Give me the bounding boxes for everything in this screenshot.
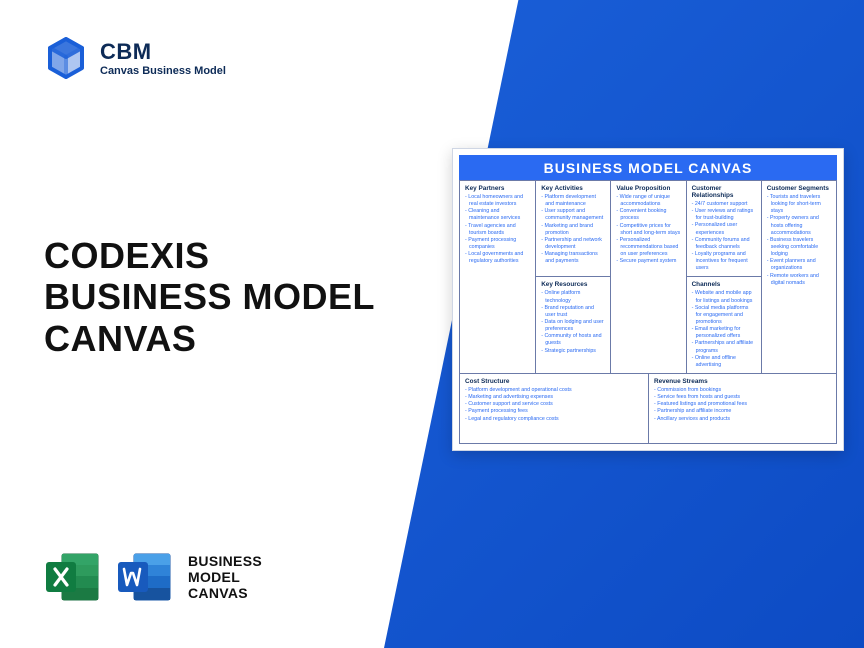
list-item: Property owners and hosts offering accom…: [767, 215, 831, 236]
list-item: Event planners and organizations: [767, 258, 831, 272]
footer-text: BUSINESS MODEL CANVAS: [188, 553, 262, 601]
cell-key-resources: Key Resources Online platform technology…: [535, 276, 610, 372]
list-item: Travel agencies and tourism boards: [465, 223, 530, 237]
list-item: Platform development and maintenance: [541, 194, 605, 208]
list-item: Cleaning and maintenance services: [465, 208, 530, 222]
label-key-partners: Key Partners: [465, 185, 530, 192]
logo-icon: [44, 36, 88, 80]
list-item: Wide range of unique accommodations: [616, 194, 680, 208]
list-item: Community of hosts and guests: [541, 333, 605, 347]
list-value-proposition: Wide range of unique accommodationsConve…: [616, 194, 680, 265]
canvas-title: BUSINESS MODEL CANVAS: [459, 155, 837, 180]
cell-key-activities: Key Activities Platform development and …: [535, 180, 610, 276]
footer-line-1: BUSINESS: [188, 553, 262, 569]
col-activities-resources: Key Activities Platform development and …: [535, 180, 610, 373]
canvas-card: BUSINESS MODEL CANVAS Key Partners Local…: [452, 148, 844, 451]
list-item: Service fees from hosts and guests: [654, 394, 831, 401]
list-item: Payment processing fees: [465, 408, 643, 415]
list-revenue-streams: Commission from bookingsService fees fro…: [654, 387, 831, 423]
list-item: Commission from bookings: [654, 387, 831, 394]
cell-customer-segments: Customer Segments Tourists and travelers…: [761, 180, 836, 373]
label-revenue-streams: Revenue Streams: [654, 378, 831, 385]
list-item: Personalized user experiences: [692, 222, 756, 236]
logo-block: CBM Canvas Business Model: [44, 36, 226, 80]
cell-value-proposition: Value Proposition Wide range of unique a…: [610, 180, 685, 373]
label-cost-structure: Cost Structure: [465, 378, 643, 385]
logo-brand: CBM: [100, 39, 226, 65]
word-icon: [116, 548, 174, 606]
heading-line-1: CODEXIS: [44, 235, 210, 276]
list-item: Featured listings and promotional fees: [654, 401, 831, 408]
list-item: Customer support and service costs: [465, 401, 643, 408]
label-customer-relationships: Customer Relationships: [692, 185, 756, 199]
list-item: Remote workers and digital nomads: [767, 273, 831, 287]
logo-tagline: Canvas Business Model: [100, 65, 226, 77]
logo-text: CBM Canvas Business Model: [100, 39, 226, 77]
list-item: Email marketing for personalized offers: [692, 326, 756, 340]
list-item: Brand reputation and user trust: [541, 305, 605, 319]
list-item: Partnerships and affiliate programs: [692, 340, 756, 354]
heading-line-2: BUSINESS MODEL: [44, 276, 375, 317]
list-item: Secure payment system: [616, 258, 680, 265]
list-item: Social media platforms for engagement an…: [692, 305, 756, 326]
list-customer-relationships: 24/7 customer supportUser reviews and ra…: [692, 201, 756, 272]
cell-revenue-streams: Revenue Streams Commission from bookings…: [648, 373, 836, 443]
list-item: Ancillary services and products: [654, 416, 831, 423]
list-item: Community forums and feedback channels: [692, 237, 756, 251]
list-item: Loyalty programs and incentives for freq…: [692, 251, 756, 272]
list-item: User support and community management: [541, 208, 605, 222]
label-key-resources: Key Resources: [541, 281, 605, 288]
list-item: Partnership and affiliate income: [654, 408, 831, 415]
canvas-grid: Key Partners Local homeowners and real e…: [459, 180, 837, 444]
label-key-activities: Key Activities: [541, 185, 605, 192]
main-heading: CODEXIS BUSINESS MODEL CANVAS: [44, 235, 375, 359]
list-item: Online platform technology: [541, 290, 605, 304]
list-key-resources: Online platform technologyBrand reputati…: [541, 290, 605, 354]
list-channels: Website and mobile app for listings and …: [692, 290, 756, 369]
list-item: Platform development and operational cos…: [465, 387, 643, 394]
label-value-proposition: Value Proposition: [616, 185, 680, 192]
list-item: Partnership and network development: [541, 237, 605, 251]
list-item: Website and mobile app for listings and …: [692, 290, 756, 304]
list-item: Convenient booking process: [616, 208, 680, 222]
list-item: Online and offline advertising: [692, 355, 756, 369]
cell-key-partners: Key Partners Local homeowners and real e…: [460, 180, 535, 373]
footer-line-3: CANVAS: [188, 585, 262, 601]
list-item: User reviews and ratings for trust-build…: [692, 208, 756, 222]
list-item: Marketing and advertising expenses: [465, 394, 643, 401]
list-item: Legal and regulatory compliance costs: [465, 416, 643, 423]
footer-block: BUSINESS MODEL CANVAS: [44, 548, 262, 606]
cell-customer-relationships: Customer Relationships 24/7 customer sup…: [686, 180, 761, 276]
list-item: Payment processing companies: [465, 237, 530, 251]
heading-line-3: CANVAS: [44, 318, 196, 359]
list-item: Tourists and travelers looking for short…: [767, 194, 831, 215]
list-key-partners: Local homeowners and real estate investo…: [465, 194, 530, 265]
list-item: Marketing and brand promotion: [541, 223, 605, 237]
list-item: Business travelers seeking comfortable l…: [767, 237, 831, 258]
list-item: Strategic partnerships: [541, 348, 605, 355]
footer-line-2: MODEL: [188, 569, 262, 585]
list-item: Local homeowners and real estate investo…: [465, 194, 530, 208]
col-relationships-channels: Customer Relationships 24/7 customer sup…: [686, 180, 761, 373]
list-cost-structure: Platform development and operational cos…: [465, 387, 643, 423]
label-customer-segments: Customer Segments: [767, 185, 831, 192]
cell-channels: Channels Website and mobile app for list…: [686, 276, 761, 373]
list-item: 24/7 customer support: [692, 201, 756, 208]
list-item: Managing transactions and payments: [541, 251, 605, 265]
list-customer-segments: Tourists and travelers looking for short…: [767, 194, 831, 287]
list-key-activities: Platform development and maintenanceUser…: [541, 194, 605, 265]
excel-icon: [44, 548, 102, 606]
cell-cost-structure: Cost Structure Platform development and …: [460, 373, 648, 443]
list-item: Personalized recommendations based on us…: [616, 237, 680, 258]
list-item: Local governments and regulatory authori…: [465, 251, 530, 265]
list-item: Competitive prices for short and long-te…: [616, 223, 680, 237]
label-channels: Channels: [692, 281, 756, 288]
list-item: Data on lodging and user preferences: [541, 319, 605, 333]
